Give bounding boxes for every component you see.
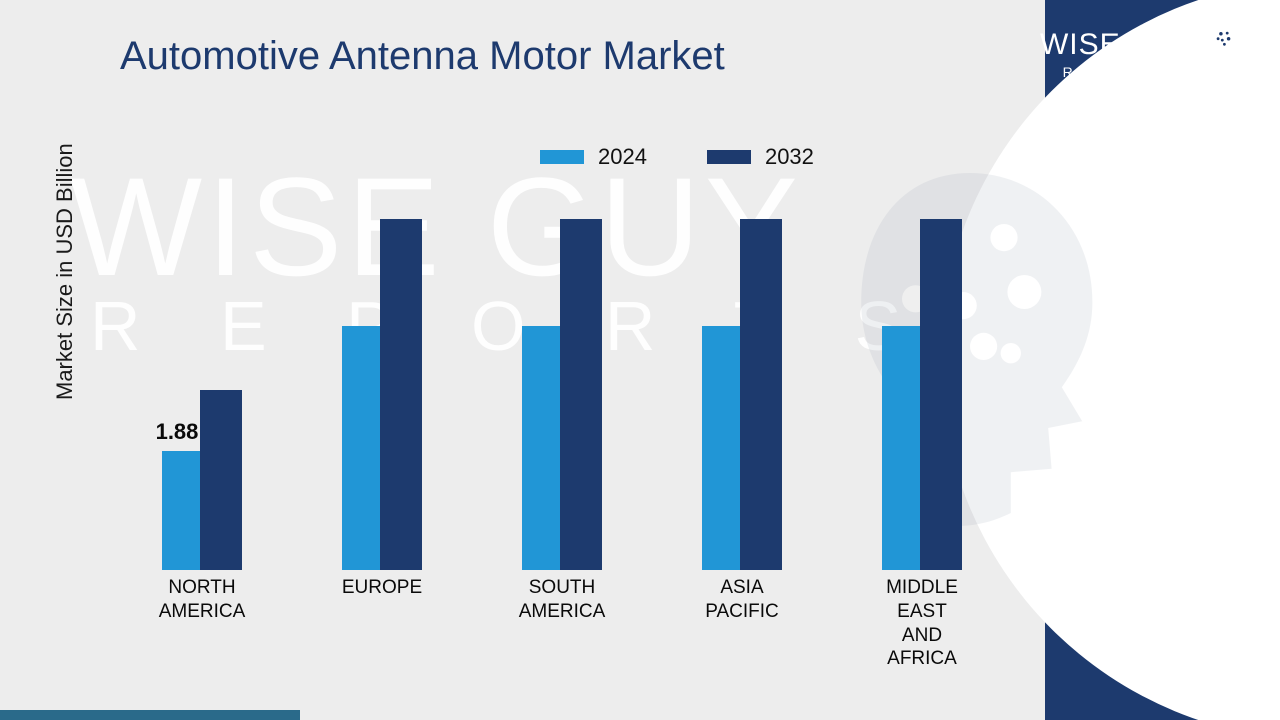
bar xyxy=(342,326,384,570)
brand-head-icon xyxy=(1202,24,1244,66)
data-label: 1.88 xyxy=(156,419,199,445)
x-label: NORTH AMERICA xyxy=(159,576,246,624)
bar-group xyxy=(702,219,782,571)
infographic-stage: WISE GUY R E P O R T S WISE GUY xyxy=(0,0,1280,720)
x-label: SOUTH AMERICA xyxy=(519,576,606,624)
bar-group xyxy=(522,219,602,571)
bar-group xyxy=(342,219,422,571)
bar xyxy=(380,219,422,571)
y-axis-label: Market Size in USD Billion xyxy=(52,143,78,400)
legend: 2024 2032 xyxy=(540,144,814,170)
brand-line2: REPORTS xyxy=(1040,64,1200,80)
x-label: EUROPE xyxy=(342,576,422,600)
brand-line1: WISE GUY xyxy=(1040,28,1198,62)
bar xyxy=(200,390,242,571)
brand-logo: WISE GUY REPORTS xyxy=(1040,24,1244,80)
legend-item-2024: 2024 xyxy=(540,144,647,170)
bar-group xyxy=(162,390,242,571)
legend-label-2024: 2024 xyxy=(598,144,647,170)
legend-swatch-2032 xyxy=(707,150,751,164)
plot-region: 1.88 xyxy=(130,190,1000,570)
legend-item-2032: 2032 xyxy=(707,144,814,170)
legend-label-2032: 2032 xyxy=(765,144,814,170)
bar xyxy=(882,326,924,570)
bar-group xyxy=(882,219,962,571)
x-label: ASIA PACIFIC xyxy=(705,576,779,624)
legend-swatch-2024 xyxy=(540,150,584,164)
bar xyxy=(560,219,602,571)
bar xyxy=(522,326,564,570)
bar xyxy=(740,219,782,571)
bottom-accent-bar xyxy=(0,710,300,720)
bar xyxy=(162,451,204,570)
bar xyxy=(920,219,962,571)
chart-area: Market Size in USD Billion 2024 2032 1.8… xyxy=(60,150,1000,650)
bar xyxy=(702,326,744,570)
x-label: MIDDLE EAST AND AFRICA xyxy=(886,576,958,671)
chart-title: Automotive Antenna Motor Market xyxy=(120,34,725,79)
